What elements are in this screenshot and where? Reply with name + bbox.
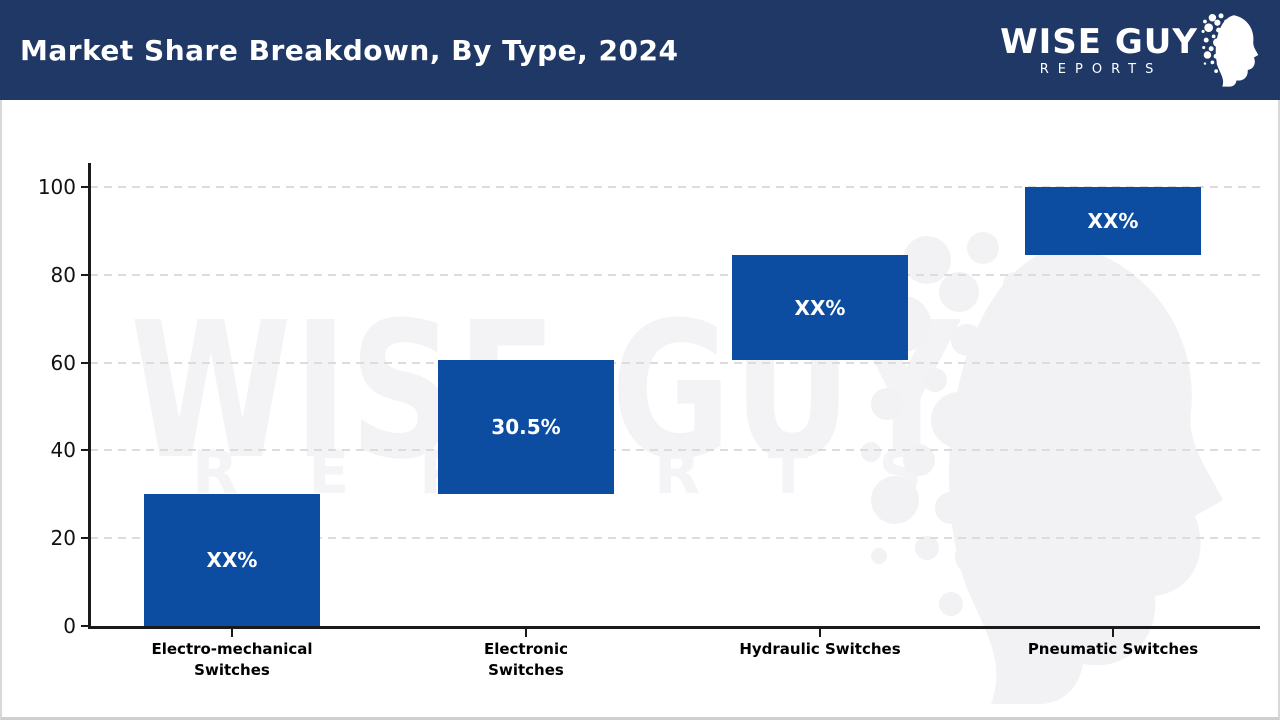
y-axis-tick-label: 60 — [50, 350, 76, 375]
bar-value-label: XX% — [1087, 209, 1139, 234]
x-tick-mark — [819, 629, 821, 637]
gridline — [90, 273, 1260, 276]
y-tick-mark — [81, 625, 89, 627]
logo-subtitle: REPORTS — [1039, 61, 1163, 77]
y-tick-mark — [81, 361, 89, 364]
gridline — [90, 186, 1260, 188]
x-category-label: Pneumatic Switches — [973, 639, 1253, 660]
x-category-label-line: Electro-mechanical — [151, 640, 313, 658]
logo-wordmark: WISE GUY — [1000, 21, 1198, 62]
bar-value-label: XX% — [206, 548, 258, 573]
x-tick-mark — [1112, 629, 1114, 637]
gridline — [90, 537, 1260, 540]
y-tick-mark — [81, 537, 89, 540]
x-category-label-line: Hydraulic Switches — [739, 640, 901, 658]
x-tick-mark — [525, 629, 527, 637]
x-category-label-line: Switches — [194, 661, 270, 679]
y-axis-line — [88, 163, 91, 629]
x-category-label-line: Switches — [488, 661, 564, 679]
bar-segment: 30.5% — [438, 360, 614, 495]
x-category-label: Electronic Switches — [386, 639, 666, 681]
x-category-label-line: Electronic — [483, 640, 569, 658]
chart-title: Market Share Breakdown, By Type, 2024 — [20, 33, 679, 67]
header: Market Share Breakdown, By Type, 2024 WI… — [0, 0, 1280, 100]
wiseguy-logo: WISE GUY REPORTS — [1000, 8, 1262, 92]
x-axis-line — [88, 626, 1260, 629]
bar-value-label: 30.5% — [491, 415, 561, 440]
x-tick-mark — [231, 629, 233, 637]
logo-text: WISE GUY REPORTS — [1000, 24, 1198, 77]
gridline — [90, 361, 1260, 364]
logo-head-icon — [1201, 13, 1259, 87]
y-tick-mark — [81, 186, 89, 188]
y-axis-tick-label: 0 — [63, 614, 76, 638]
x-category-label: Electro-mechanical Switches — [92, 639, 372, 681]
y-tick-mark — [81, 273, 89, 276]
y-tick-mark — [81, 449, 89, 452]
y-axis-tick-label: 20 — [50, 526, 76, 551]
bar-segment: XX% — [144, 494, 320, 626]
y-axis-tick-label: 40 — [50, 438, 76, 463]
bar-segment: XX% — [1025, 187, 1201, 256]
bar-segment: XX% — [732, 255, 908, 361]
y-axis-tick-label: 80 — [50, 262, 76, 287]
x-category-label-line: Pneumatic Switches — [1027, 640, 1199, 658]
gridline — [90, 449, 1260, 452]
bar-value-label: XX% — [794, 295, 846, 320]
y-axis-tick-label: 100 — [37, 175, 76, 199]
x-category-label: Hydraulic Switches — [680, 639, 960, 660]
